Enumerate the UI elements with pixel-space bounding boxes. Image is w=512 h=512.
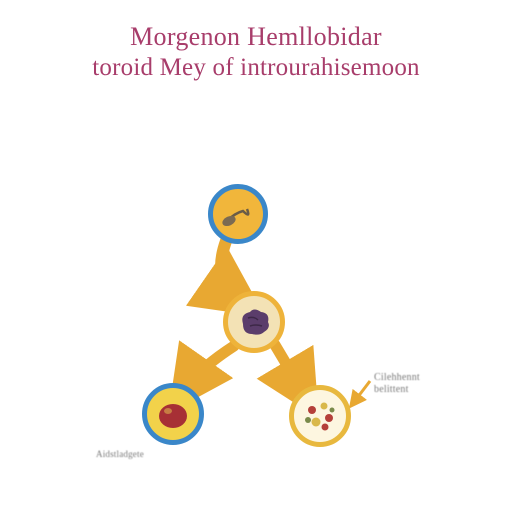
node-bottom-right xyxy=(289,385,351,447)
arrow-layer xyxy=(0,0,512,512)
edge-top-middle xyxy=(221,241,238,298)
node-middle xyxy=(223,291,285,353)
node-bottom-left xyxy=(142,383,204,445)
brain-icon xyxy=(228,296,280,348)
label-bottom-left: Aidstladgete xyxy=(96,449,144,459)
label-right-1: Cilehhennt xyxy=(374,372,420,383)
red-blob-icon xyxy=(147,388,199,440)
label-pointer-right xyxy=(354,381,370,402)
diagram-canvas: Cilehhennt belittent Aidstladgete xyxy=(0,0,512,512)
sperm-icon xyxy=(213,189,263,239)
node-top xyxy=(208,184,268,244)
scatter-icon xyxy=(294,390,346,442)
edge-middle-right xyxy=(275,345,303,392)
label-right-2: belittent xyxy=(374,384,409,395)
edge-middle-left xyxy=(186,346,234,388)
